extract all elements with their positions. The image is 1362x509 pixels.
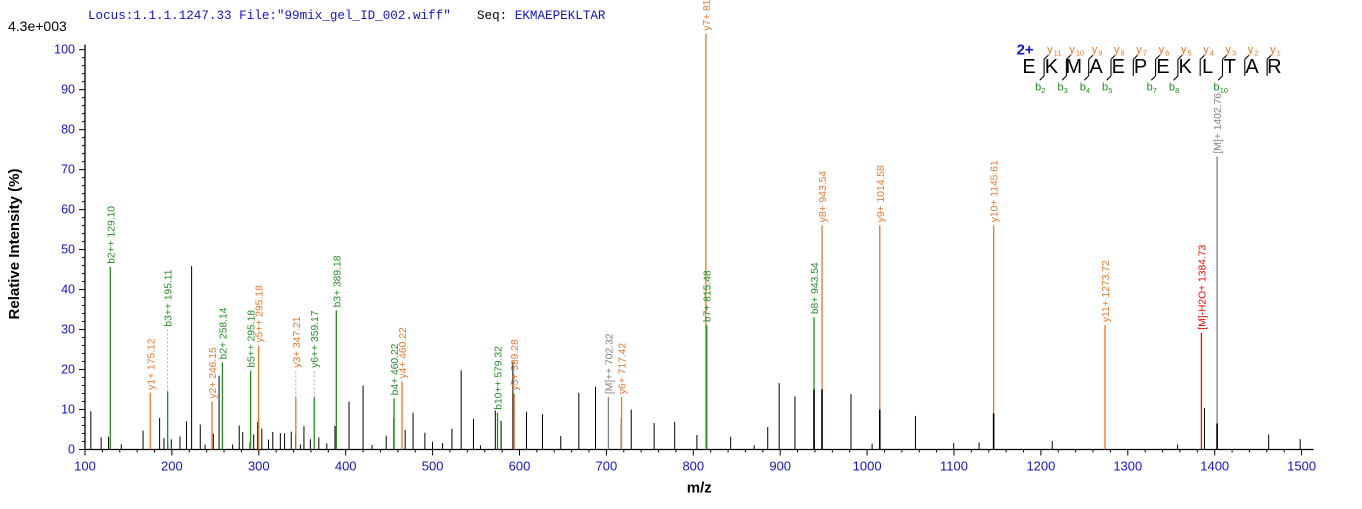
svg-text:y6++ 359.17: y6++ 359.17 bbox=[310, 310, 321, 368]
svg-text:y: y bbox=[1136, 44, 1142, 56]
svg-text:P: P bbox=[1134, 56, 1147, 78]
svg-text:b: b bbox=[1057, 81, 1063, 93]
svg-text:[M]+ 1402.76: [M]+ 1402.76 bbox=[1213, 93, 1224, 154]
svg-text:y2+ 246.15: y2+ 246.15 bbox=[208, 347, 219, 399]
svg-text:6: 6 bbox=[1165, 48, 1169, 57]
svg-text:8: 8 bbox=[1175, 86, 1179, 95]
svg-text:10: 10 bbox=[1076, 48, 1084, 57]
svg-text:b3++ 195.11: b3++ 195.11 bbox=[164, 269, 175, 326]
svg-text:b: b bbox=[1035, 81, 1041, 93]
svg-text:500: 500 bbox=[422, 459, 444, 474]
svg-text:b: b bbox=[1169, 81, 1175, 93]
svg-text:y3+ 347.21: y3+ 347.21 bbox=[292, 316, 303, 368]
svg-text:L: L bbox=[1202, 56, 1213, 78]
svg-text:40: 40 bbox=[61, 283, 75, 297]
svg-text:900: 900 bbox=[769, 459, 791, 474]
svg-text:y: y bbox=[1203, 44, 1209, 56]
svg-text:50: 50 bbox=[61, 243, 75, 257]
svg-text:E: E bbox=[1156, 56, 1169, 78]
svg-text:Relative Intensity (%): Relative Intensity (%) bbox=[6, 169, 23, 320]
svg-text:K: K bbox=[1179, 56, 1193, 78]
svg-text:Locus:1.1.1.1247.33 File:"99mi: Locus:1.1.1.1247.33 File:"99mix_gel_ID_0… bbox=[88, 9, 451, 23]
svg-text:y7+ 814.48: y7+ 814.48 bbox=[702, 0, 713, 31]
svg-text:90: 90 bbox=[61, 83, 75, 97]
svg-text:5: 5 bbox=[1108, 86, 1112, 95]
svg-text:1000: 1000 bbox=[853, 459, 882, 474]
svg-text:y: y bbox=[1226, 44, 1232, 56]
svg-text:y5++ 295.18: y5++ 295.18 bbox=[255, 285, 266, 343]
svg-text:Seq: EKMAEPEKLTAR: Seq: EKMAEPEKLTAR bbox=[477, 9, 606, 23]
svg-text:2: 2 bbox=[1254, 48, 1258, 57]
svg-text:3: 3 bbox=[1064, 86, 1068, 95]
svg-text:1300: 1300 bbox=[1113, 459, 1142, 474]
svg-text:1100: 1100 bbox=[940, 459, 968, 474]
svg-text:1: 1 bbox=[1277, 48, 1281, 57]
svg-text:70: 70 bbox=[61, 163, 75, 177]
svg-text:y: y bbox=[1181, 44, 1187, 56]
svg-text:y: y bbox=[1114, 44, 1120, 56]
svg-text:4: 4 bbox=[1086, 86, 1090, 95]
svg-text:M: M bbox=[1065, 56, 1082, 78]
svg-text:b2++ 129.10: b2++ 129.10 bbox=[106, 206, 117, 264]
svg-text:1500: 1500 bbox=[1287, 459, 1316, 474]
svg-text:y8+ 943.54: y8+ 943.54 bbox=[818, 171, 829, 223]
svg-text:60: 60 bbox=[61, 203, 75, 217]
svg-text:y10+ 1145.61: y10+ 1145.61 bbox=[990, 160, 1001, 222]
svg-text:y5+ 589.28: y5+ 589.28 bbox=[510, 339, 521, 391]
svg-text:300: 300 bbox=[248, 459, 270, 474]
svg-text:400: 400 bbox=[335, 459, 357, 474]
svg-text:y: y bbox=[1047, 44, 1053, 56]
svg-text:9: 9 bbox=[1098, 48, 1102, 57]
svg-text:100: 100 bbox=[74, 459, 96, 474]
svg-text:7: 7 bbox=[1153, 86, 1157, 95]
svg-text:b2+ 258.14: b2+ 258.14 bbox=[218, 307, 229, 359]
svg-text:b7+ 815.48: b7+ 815.48 bbox=[703, 270, 714, 322]
svg-text:b8+ 943.54: b8+ 943.54 bbox=[810, 262, 821, 314]
svg-text:y: y bbox=[1159, 44, 1165, 56]
svg-text:m/z: m/z bbox=[687, 480, 712, 497]
svg-text:y: y bbox=[1092, 44, 1098, 56]
svg-text:8: 8 bbox=[1121, 48, 1125, 57]
svg-text:E: E bbox=[1022, 56, 1035, 78]
svg-text:0: 0 bbox=[68, 443, 75, 457]
svg-text:100: 100 bbox=[54, 43, 75, 57]
svg-text:A: A bbox=[1089, 56, 1103, 78]
svg-text:y: y bbox=[1069, 44, 1075, 56]
svg-text:y4+ 460.22: y4+ 460.22 bbox=[398, 327, 409, 379]
svg-text:5: 5 bbox=[1187, 48, 1191, 57]
svg-text:y11+ 1273.72: y11+ 1273.72 bbox=[1101, 260, 1112, 322]
svg-text:b: b bbox=[1147, 81, 1153, 93]
svg-text:4.3e+003: 4.3e+003 bbox=[8, 18, 67, 34]
svg-text:4: 4 bbox=[1210, 48, 1214, 57]
svg-text:800: 800 bbox=[682, 459, 704, 474]
svg-text:K: K bbox=[1045, 56, 1059, 78]
svg-text:y: y bbox=[1270, 44, 1276, 56]
svg-text:R: R bbox=[1267, 56, 1281, 78]
svg-text:20: 20 bbox=[61, 363, 75, 377]
svg-text:[M]++ 702.32: [M]++ 702.32 bbox=[604, 333, 615, 394]
svg-text:[M]-H2O+ 1384.73: [M]-H2O+ 1384.73 bbox=[1197, 244, 1208, 329]
svg-text:30: 30 bbox=[61, 323, 75, 337]
svg-text:10: 10 bbox=[61, 403, 75, 417]
svg-text:3: 3 bbox=[1232, 48, 1236, 57]
svg-text:10: 10 bbox=[1220, 86, 1228, 95]
svg-text:700: 700 bbox=[596, 459, 618, 474]
svg-text:80: 80 bbox=[61, 123, 75, 137]
svg-text:y: y bbox=[1248, 44, 1254, 56]
svg-text:T: T bbox=[1224, 56, 1236, 78]
svg-text:b10++ 579.32: b10++ 579.32 bbox=[494, 346, 505, 410]
svg-text:y9+ 1014.58: y9+ 1014.58 bbox=[876, 165, 887, 222]
svg-text:200: 200 bbox=[161, 459, 183, 474]
svg-text:1200: 1200 bbox=[1026, 459, 1055, 474]
svg-text:2: 2 bbox=[1041, 86, 1045, 95]
svg-text:A: A bbox=[1245, 56, 1259, 78]
svg-text:11: 11 bbox=[1054, 48, 1062, 57]
svg-text:E: E bbox=[1112, 56, 1125, 78]
svg-text:600: 600 bbox=[509, 459, 531, 474]
svg-text:b3+ 389.18: b3+ 389.18 bbox=[332, 255, 343, 307]
svg-text:y6+ 717.42: y6+ 717.42 bbox=[618, 343, 629, 395]
svg-text:y1+ 175.12: y1+ 175.12 bbox=[146, 338, 157, 390]
svg-text:7: 7 bbox=[1143, 48, 1147, 57]
svg-text:1400: 1400 bbox=[1200, 459, 1229, 474]
